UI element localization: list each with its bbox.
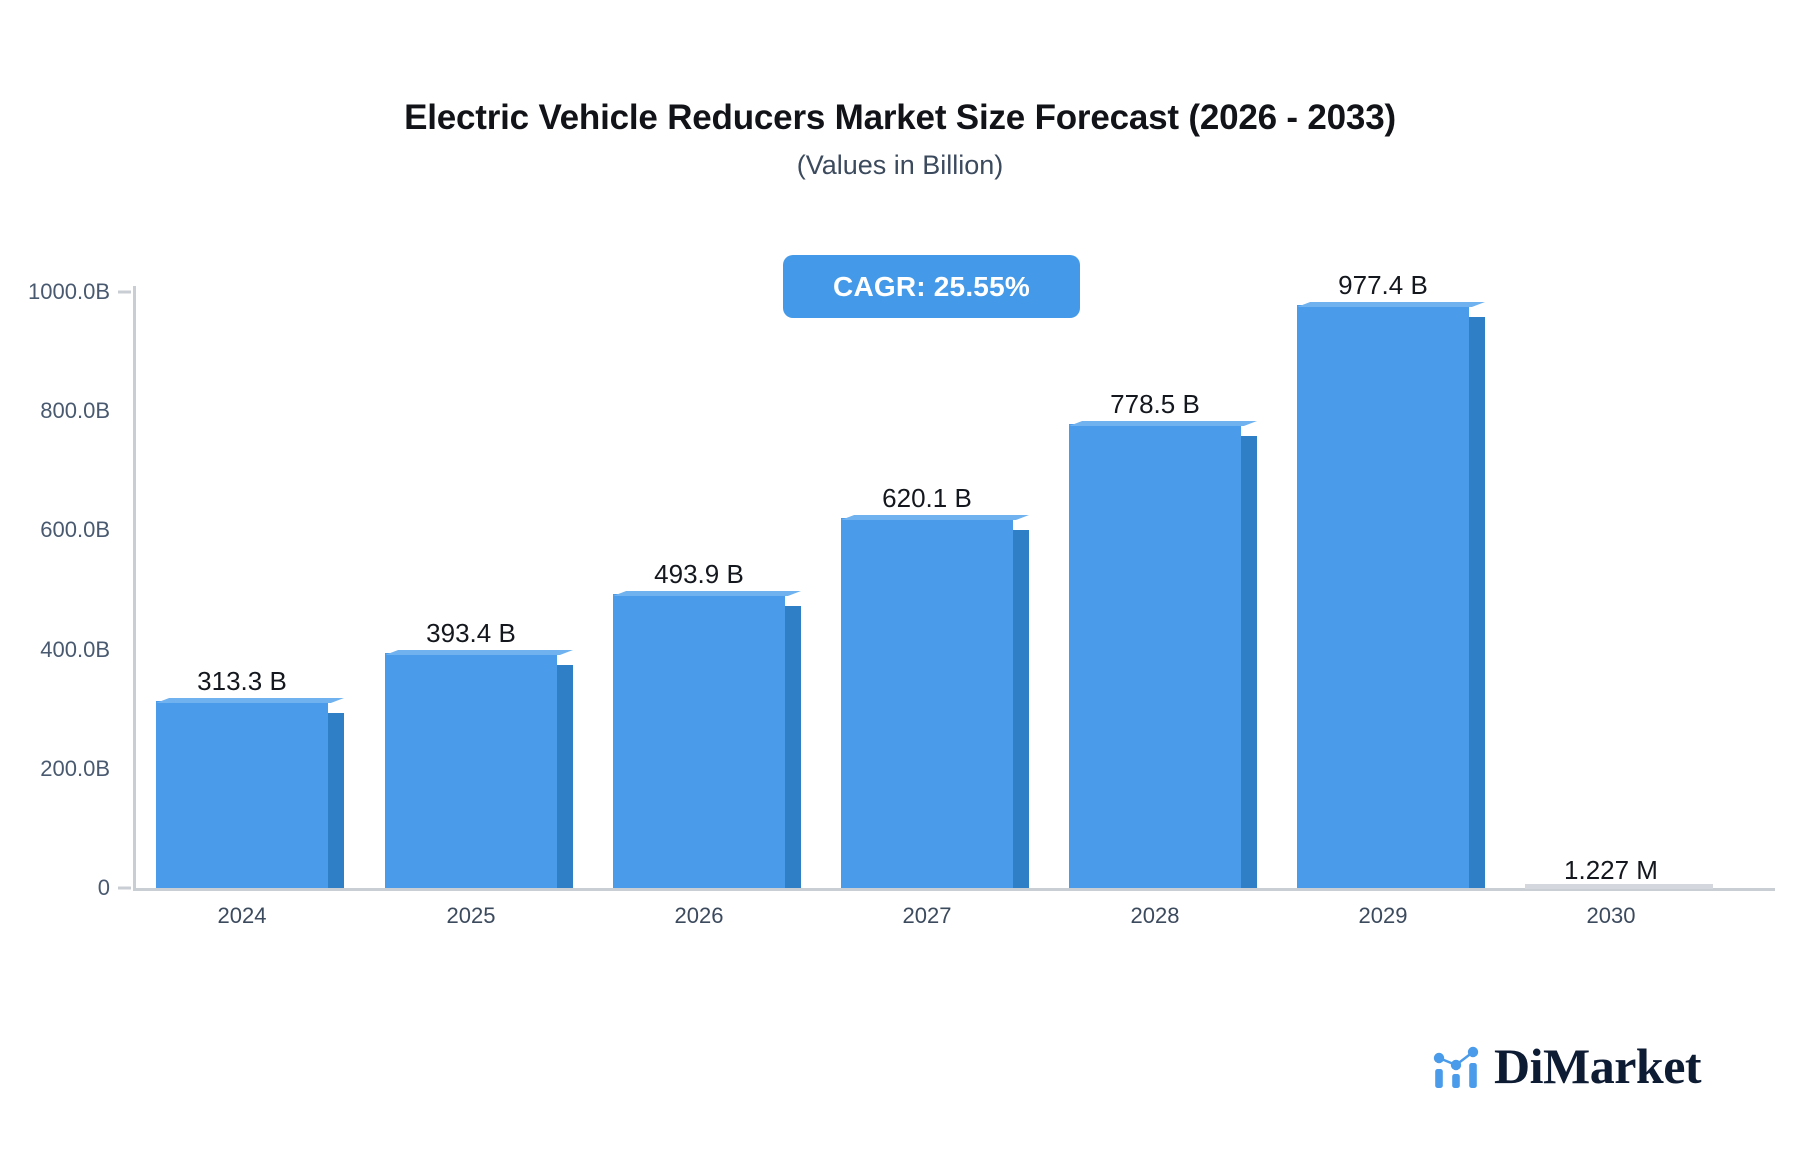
bar-2026-top (613, 591, 801, 596)
y-tick-label-200: 200.0B (40, 756, 110, 781)
y-tick-label-600: 600.0B (40, 517, 110, 542)
bar-2028-top (1069, 421, 1257, 426)
bar-2027 (841, 518, 1013, 888)
bar-2024-top (156, 698, 344, 703)
bar-2027-top (841, 515, 1029, 520)
bar-2025 (385, 653, 557, 888)
cagr-badge-label: CAGR: 25.55% (833, 270, 1030, 302)
bar-chart-logo-icon (1433, 1046, 1479, 1088)
bar-2024 (156, 701, 328, 888)
bar-2028-side (1241, 436, 1257, 888)
dimarket-logo: DiMarket (1432, 1038, 1702, 1094)
y-tick-label-400: 400.0B (40, 637, 110, 662)
bar-label-2026: 493.9 B (654, 559, 744, 589)
bar-label-2024: 313.3 B (197, 666, 287, 696)
bar-2028 (1069, 424, 1241, 888)
bar-label-2027: 620.1 B (882, 483, 972, 513)
bar-label-2030: 1.227 M (1564, 855, 1658, 885)
x-tick-label-2026: 2026 (674, 903, 724, 928)
x-tick-label-2025: 2025 (446, 903, 496, 928)
y-axis-line (133, 286, 136, 890)
x-tick-label-2029: 2029 (1358, 903, 1408, 928)
bar-2025-top (385, 650, 573, 655)
bar-label-2028: 778.5 B (1110, 389, 1200, 419)
x-tick-label-2024: 2024 (217, 903, 267, 928)
y-tick-label-1000: 1000.0B (28, 279, 110, 304)
bar-label-2025: 393.4 B (426, 618, 516, 648)
bar-2024-side (328, 713, 344, 888)
x-tick-label-2030: 2030 (1586, 903, 1636, 928)
x-tick-label-2028: 2028 (1130, 903, 1180, 928)
bar-2025-side (557, 665, 573, 888)
x-axis-line (133, 888, 1775, 891)
bar-2030 (1525, 884, 1713, 889)
bar-2029-side (1469, 317, 1485, 888)
x-tick-label-2027: 2027 (902, 903, 952, 928)
cagr-badge: CAGR: 25.55% (783, 255, 1080, 318)
y-tick-dash-0 (118, 886, 131, 890)
bar-2027-side (1013, 530, 1029, 888)
y-tick-label-0: 0 (97, 875, 110, 900)
chart-title: Electric Vehicle Reducers Market Size Fo… (404, 98, 1396, 137)
bar-2029 (1297, 305, 1469, 888)
chart-subtitle: (Values in Billion) (796, 150, 1004, 180)
bar-2026 (613, 594, 785, 888)
bar-label-2029: 977.4 B (1338, 270, 1428, 300)
y-tick-label-800: 800.0B (40, 398, 110, 423)
bar-2029-top (1297, 302, 1485, 307)
y-tick-dash-1000 (118, 290, 131, 294)
logo-text: DiMarket (1494, 1038, 1702, 1094)
bar-2026-side (785, 606, 801, 888)
